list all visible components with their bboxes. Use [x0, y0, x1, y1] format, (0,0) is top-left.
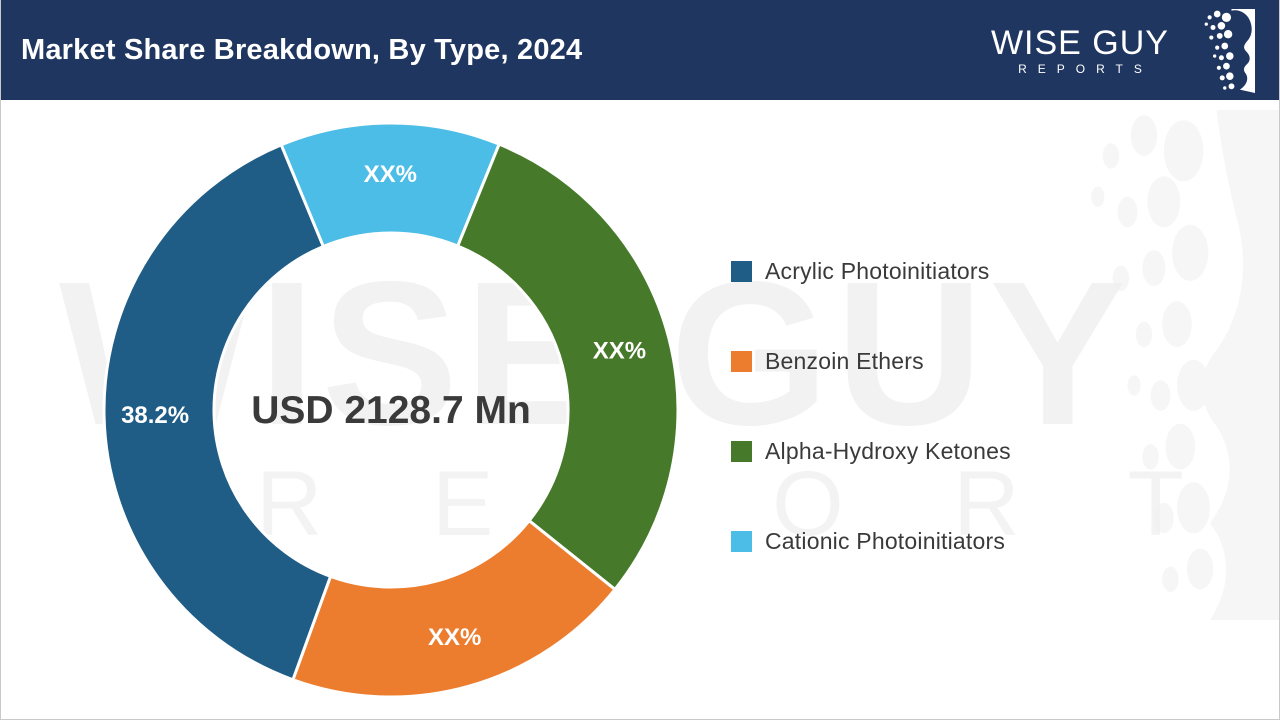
donut-segment-benzoin-ethers	[291, 519, 617, 699]
brand-logo-text: WISE GUY REPORTS	[991, 25, 1169, 77]
chart-center-value: USD 2128.7 Mn	[251, 389, 531, 432]
legend-label-acrylic: Acrylic Photoinitiators	[765, 257, 990, 284]
legend-item-cationic: Cationic Photoinitiators	[731, 518, 1011, 564]
legend-swatch-benzoin	[731, 350, 752, 372]
brand-logo: WISE GUY REPORTS	[991, 9, 1255, 93]
legend-item-alpha-hydroxy: Alpha-Hydroxy Ketones	[731, 428, 1011, 474]
legend-swatch-acrylic	[731, 260, 752, 282]
donut-segment-alpha-hydroxy-ketones	[456, 142, 680, 591]
brand-name: WISE GUY	[990, 24, 1169, 62]
legend-item-acrylic: Acrylic Photoinitiators	[731, 248, 1011, 294]
segment-value-label-alpha-hydroxy-ketones: XX%	[593, 338, 646, 365]
segment-value-label-cationic-photoinitiators: XX%	[364, 161, 417, 188]
legend-swatch-alpha-hydroxy	[731, 440, 752, 462]
legend-item-benzoin: Benzoin Ethers	[731, 338, 1011, 384]
donut-chart: XX% XX% XX% 38.2% USD 2128.7 Mn	[102, 121, 680, 699]
watermark-reports-text: R E P O R T S	[256, 453, 1279, 555]
legend-label-cationic: Cationic Photoinitiators	[765, 527, 1006, 554]
legend-label-benzoin: Benzoin Ethers	[765, 347, 924, 374]
segment-value-label-benzoin-ethers: XX%	[428, 624, 481, 651]
brand-subname: REPORTS	[1018, 62, 1153, 76]
brand-face-icon	[1204, 9, 1255, 93]
page-title: Market Share Breakdown, By Type, 2024	[21, 33, 583, 66]
watermark-face-graphic	[1091, 110, 1279, 620]
chart-legend: Acrylic Photoinitiators Benzoin Ethers A…	[731, 248, 1011, 608]
legend-label-alpha-hydroxy: Alpha-Hydroxy Ketones	[765, 437, 1011, 464]
header-bar: Market Share Breakdown, By Type, 2024 WI…	[1, 0, 1279, 100]
legend-swatch-cationic	[731, 530, 752, 552]
segment-value-label-acrylic-photoinitiators: 38.2%	[121, 402, 189, 429]
donut-segment-acrylic-photoinitiators	[102, 143, 333, 682]
